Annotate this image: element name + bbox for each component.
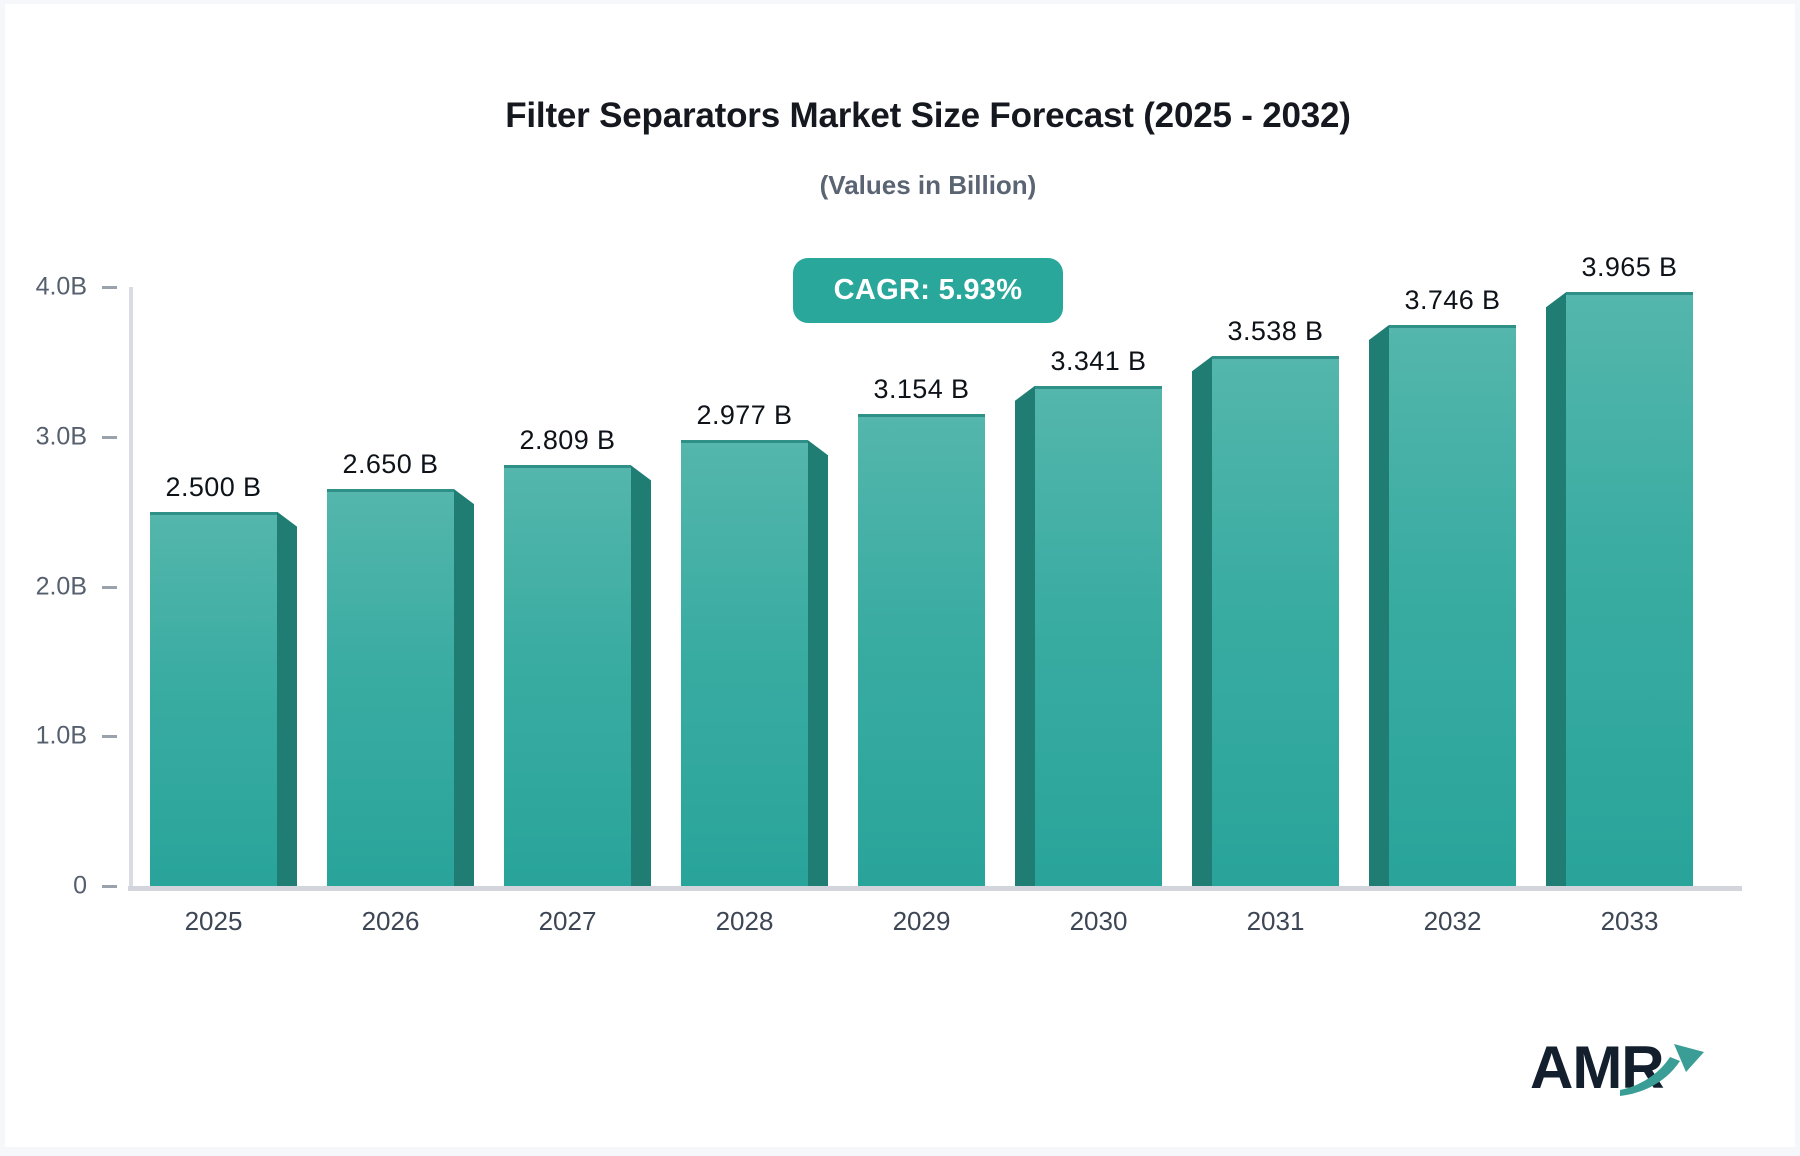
x-axis-category-label: 2031	[1246, 906, 1305, 936]
bar-side-face	[1015, 385, 1035, 886]
bar-value-label: 3.538 B	[1227, 316, 1324, 347]
bar-value-label: 2.977 B	[696, 400, 793, 431]
bar-front-face	[504, 465, 631, 886]
bar-side-face	[454, 489, 474, 886]
growth-arrow-icon	[1620, 1044, 1704, 1096]
bar-value-label: 2.500 B	[165, 471, 262, 502]
bar-side-face	[1369, 325, 1389, 886]
bar-side-face	[808, 440, 828, 886]
bar-2029: 3.154 B 2029	[858, 374, 985, 936]
x-axis-category-label: 2025	[184, 906, 243, 936]
y-axis-tick-label: 0	[73, 871, 87, 900]
bar-value-label: 3.746 B	[1404, 285, 1501, 316]
bar-side-face	[277, 511, 297, 886]
bar-2030: 3.341 B 2030	[1015, 346, 1162, 936]
cagr-badge: CAGR: 5.93%	[793, 258, 1063, 323]
x-axis-category-label: 2028	[715, 906, 774, 936]
bar-2025: 2.500 B 2025	[150, 472, 297, 936]
y-axis-tick-label: 4.0B	[35, 272, 87, 301]
bar-2032: 3.746 B 2032	[1369, 285, 1516, 936]
bar-front-face	[327, 489, 454, 886]
bar-2026: 2.650 B 2026	[327, 449, 474, 936]
plot-area: 4.0B 3.0B 2.0B 1.0B 0 2.500 B 2025 2.650 B 2026 2…	[36, 252, 1742, 936]
x-axis-category-label: 2029	[892, 906, 951, 936]
y-axis-tick	[102, 286, 117, 289]
chart-subtitle: (Values in Billion)	[819, 170, 1037, 200]
bar-value-label: 3.341 B	[1050, 345, 1147, 376]
bar-value-label: 2.809 B	[519, 425, 616, 456]
bar-value-label: 3.154 B	[873, 373, 970, 404]
bar-front-face	[150, 511, 277, 886]
bar-side-face	[631, 465, 651, 886]
y-axis-tick	[102, 585, 117, 589]
bar-front-face	[1566, 292, 1693, 886]
y-axis-tick	[102, 735, 117, 739]
y-axis-line	[129, 287, 133, 888]
bar-2031: 3.538 B 2031	[1192, 316, 1339, 936]
y-axis-tick-label: 2.0B	[35, 572, 87, 600]
x-axis-category-label: 2026	[361, 906, 420, 936]
bar-value-label: 3.965 B	[1581, 252, 1678, 283]
bar-front-face	[1212, 356, 1339, 886]
y-axis-tick	[102, 885, 117, 888]
bar-front-face	[1035, 385, 1162, 886]
bar-front-face	[858, 413, 985, 886]
bar-front-face	[1389, 325, 1516, 886]
x-axis-category-label: 2032	[1423, 906, 1482, 936]
x-axis-category-label: 2027	[538, 906, 597, 936]
bar-side-face	[1546, 292, 1566, 886]
bar-side-face	[1192, 356, 1212, 886]
chart-title: Filter Separators Market Size Forecast (…	[505, 96, 1351, 135]
x-axis-category-label: 2030	[1069, 906, 1128, 936]
bar-2033: 3.965 B 2033	[1546, 252, 1693, 936]
bar-front-face	[681, 440, 808, 886]
y-axis-tick-label: 3.0B	[35, 422, 87, 451]
bar-2028: 2.977 B 2028	[681, 400, 828, 936]
x-axis-category-label: 2033	[1600, 906, 1659, 936]
y-axis-tick	[102, 435, 117, 439]
y-axis-tick-label: 1.0B	[35, 721, 87, 750]
bar-value-label: 2.650 B	[342, 449, 439, 480]
brand-logo: AMR	[1530, 1038, 1720, 1118]
bar-2027: 2.809 B 2027	[504, 425, 651, 936]
x-axis-line	[128, 886, 1742, 891]
